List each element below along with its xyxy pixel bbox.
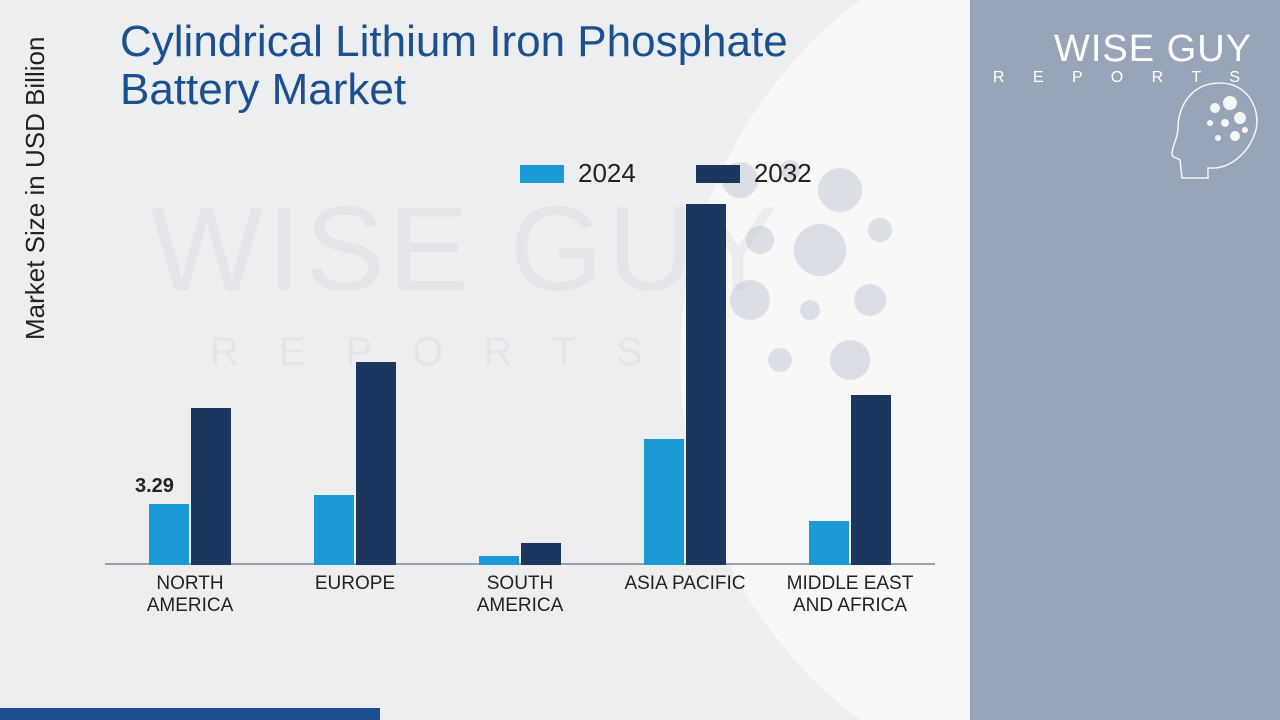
bar-group-na: NORTH AMERICA3.29 xyxy=(115,408,265,565)
infographic-stage: WISE GUY R E P O R T S WISE GUY REPORTS … xyxy=(0,0,1280,720)
chart-title: Cylindrical Lithium Iron Phosphate Batte… xyxy=(120,18,880,115)
legend: 2024 2032 xyxy=(520,158,812,189)
category-label-apac: ASIA PACIFIC xyxy=(610,573,760,595)
legend-label-2024: 2024 xyxy=(578,158,636,189)
footer-accent-bar xyxy=(0,708,380,720)
head-icon xyxy=(1170,78,1270,188)
bar-2032-na xyxy=(191,408,231,565)
y-axis-label: Market Size in USD Billion xyxy=(20,37,51,340)
category-label-na: NORTH AMERICA xyxy=(115,573,265,617)
value-label-na: 3.29 xyxy=(135,475,174,498)
bar-2024-mea xyxy=(809,521,849,565)
chart-plot-area: NORTH AMERICA3.29EUROPE SOUTH AMERICA ASIA… xyxy=(105,195,935,565)
bar-2024-eu xyxy=(314,495,354,565)
legend-swatch-2024 xyxy=(520,165,564,183)
legend-swatch-2032 xyxy=(696,165,740,183)
bar-2032-eu xyxy=(356,362,396,566)
bar-group-mea: MIDDLE EAST AND AFRICA xyxy=(775,395,925,565)
legend-item-2032: 2032 xyxy=(696,158,812,189)
bar-2024-sa xyxy=(479,556,519,565)
category-label-mea: MIDDLE EAST AND AFRICA xyxy=(775,573,925,617)
bar-group-apac: ASIA PACIFIC xyxy=(610,204,760,565)
category-label-sa: SOUTH AMERICA xyxy=(445,573,595,617)
legend-item-2024: 2024 xyxy=(520,158,636,189)
category-label-eu: EUROPE xyxy=(280,573,430,595)
bar-group-sa: SOUTH AMERICA xyxy=(445,543,595,565)
brand-name: WISE GUY xyxy=(993,28,1252,71)
legend-label-2032: 2032 xyxy=(754,158,812,189)
bar-group-eu: EUROPE xyxy=(280,362,430,566)
bar-2032-mea xyxy=(851,395,891,565)
bar-2024-na xyxy=(149,504,189,565)
bar-2032-apac xyxy=(686,204,726,565)
bar-2024-apac xyxy=(644,439,684,565)
bar-2032-sa xyxy=(521,543,561,565)
